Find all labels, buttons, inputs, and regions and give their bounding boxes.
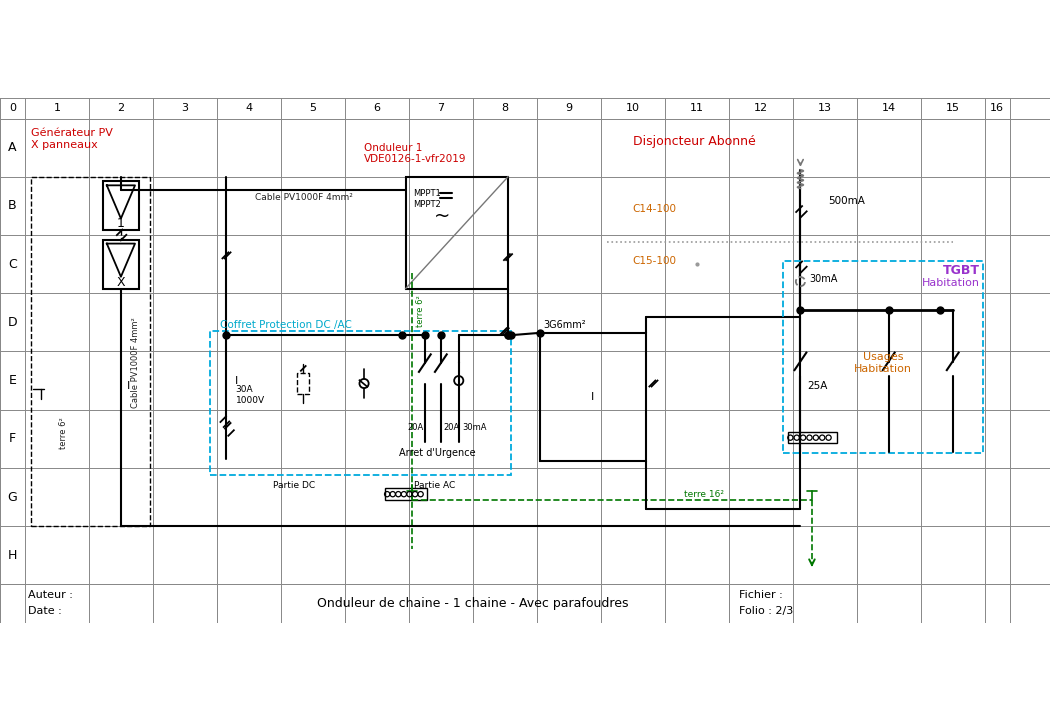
Text: Cable PV1000F 4mm²: Cable PV1000F 4mm² (255, 193, 353, 202)
Text: I: I (235, 376, 238, 386)
Text: 16: 16 (990, 103, 1004, 113)
Text: MPPT2: MPPT2 (414, 200, 441, 210)
Text: 6: 6 (374, 103, 380, 113)
Text: I: I (127, 382, 130, 392)
Bar (103, 240, 139, 289)
Text: 10: 10 (626, 103, 639, 113)
Text: Date :: Date : (28, 606, 62, 616)
Text: Onduleur de chaine - 1 chaine - Avec parafoudres: Onduleur de chaine - 1 chaine - Avec par… (317, 597, 629, 610)
Text: 20A: 20A (443, 423, 460, 432)
Bar (540, 333, 646, 461)
Text: 2: 2 (118, 103, 125, 113)
Text: Disjoncteur Abonné: Disjoncteur Abonné (633, 135, 756, 148)
Text: Usages
Habitation: Usages Habitation (855, 352, 912, 374)
Text: terre 6²: terre 6² (59, 417, 68, 449)
Text: 14: 14 (882, 103, 896, 113)
Text: 15: 15 (946, 103, 960, 113)
Text: Coffret Protection DC /AC: Coffret Protection DC /AC (220, 320, 352, 330)
Text: Arret d'Urgence: Arret d'Urgence (399, 449, 476, 459)
Text: 1: 1 (54, 103, 61, 113)
Text: 1: 1 (117, 217, 125, 230)
Text: 0: 0 (9, 103, 16, 113)
Text: F: F (8, 432, 16, 446)
Bar (788, 432, 837, 444)
Text: 5: 5 (310, 103, 316, 113)
Text: 13: 13 (818, 103, 832, 113)
Bar (103, 181, 139, 230)
Text: 500mA: 500mA (828, 197, 865, 206)
Text: Folio : 2/3: Folio : 2/3 (738, 606, 793, 616)
Text: MPPT1: MPPT1 (414, 189, 441, 197)
Text: 11: 11 (690, 103, 704, 113)
Text: 3G6mm²: 3G6mm² (543, 320, 586, 330)
Text: 30mA: 30mA (810, 274, 838, 284)
Text: Générateur PV
X panneaux: Générateur PV X panneaux (32, 128, 113, 150)
Text: TGBT: TGBT (943, 264, 980, 277)
Text: Partie DC: Partie DC (273, 481, 315, 490)
Text: C14-100: C14-100 (633, 204, 677, 214)
Text: Onduleur 1
VDE0126-1-vfr2019: Onduleur 1 VDE0126-1-vfr2019 (364, 143, 466, 164)
Text: Fichier :: Fichier : (738, 590, 782, 600)
Bar (783, 261, 984, 454)
Text: H: H (7, 549, 17, 562)
Text: D: D (7, 316, 17, 329)
Text: C15-100: C15-100 (633, 256, 677, 266)
Text: 30A
1000V: 30A 1000V (235, 385, 265, 405)
Text: E: E (8, 374, 17, 387)
Bar (405, 176, 508, 289)
Text: 30mA: 30mA (462, 423, 486, 432)
Bar (384, 488, 427, 500)
Text: 9: 9 (565, 103, 572, 113)
Text: B: B (8, 199, 17, 212)
Text: 8: 8 (501, 103, 508, 113)
Text: I: I (591, 392, 594, 402)
Text: Habitation: Habitation (922, 278, 980, 287)
Text: X: X (117, 276, 125, 289)
Bar (210, 331, 511, 475)
Text: Auteur :: Auteur : (28, 590, 74, 600)
Text: 20A: 20A (407, 423, 423, 432)
Text: 3: 3 (182, 103, 188, 113)
Text: A: A (8, 141, 17, 154)
Bar (297, 373, 309, 394)
Text: terre 6²: terre 6² (416, 294, 425, 327)
Text: 7: 7 (437, 103, 444, 113)
Text: Cable PV1000F 4mm²: Cable PV1000F 4mm² (131, 318, 140, 408)
Text: 4: 4 (246, 103, 252, 113)
Text: ~: ~ (434, 207, 450, 226)
Text: Partie AC: Partie AC (414, 481, 455, 490)
Text: terre 16²: terre 16² (684, 490, 724, 499)
Text: 12: 12 (754, 103, 768, 113)
Text: C: C (8, 258, 17, 271)
Text: 25A: 25A (807, 382, 827, 392)
Bar (32, 176, 150, 526)
Text: G: G (7, 490, 18, 503)
